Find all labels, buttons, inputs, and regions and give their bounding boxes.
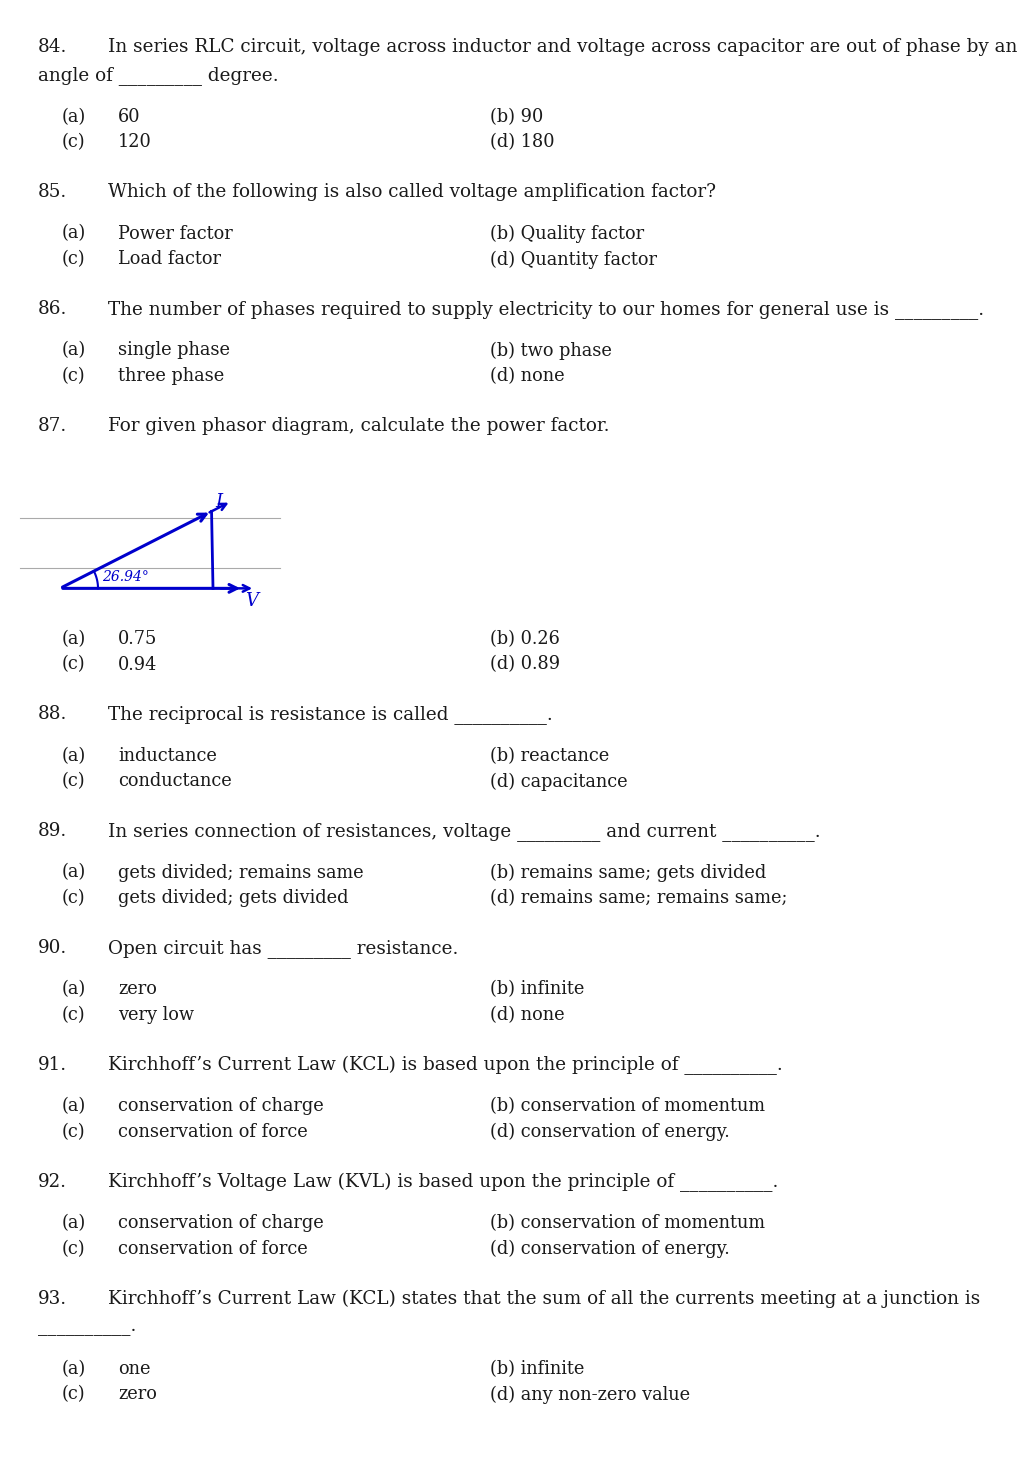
Text: 26.94°: 26.94° <box>102 570 148 585</box>
Text: (c): (c) <box>62 772 86 791</box>
Text: (b) reactance: (b) reactance <box>490 747 609 765</box>
Text: 0.75: 0.75 <box>118 630 158 648</box>
Text: 84.: 84. <box>38 38 68 55</box>
Text: gets divided; gets divided: gets divided; gets divided <box>118 890 348 907</box>
Text: 85.: 85. <box>38 184 68 201</box>
Text: 92.: 92. <box>38 1173 67 1191</box>
Text: (c): (c) <box>62 1240 86 1258</box>
Text: (b) conservation of momentum: (b) conservation of momentum <box>490 1097 765 1115</box>
Text: (c): (c) <box>62 1123 86 1141</box>
Text: conservation of force: conservation of force <box>118 1123 308 1141</box>
Text: 60: 60 <box>118 108 140 125</box>
Text: (a): (a) <box>62 864 86 881</box>
Text: zero: zero <box>118 1386 157 1404</box>
Text: (a): (a) <box>62 108 86 125</box>
Text: 87.: 87. <box>38 417 68 435</box>
Text: 90.: 90. <box>38 940 68 957</box>
Text: (c): (c) <box>62 368 86 385</box>
Text: gets divided; remains same: gets divided; remains same <box>118 864 364 881</box>
Text: (c): (c) <box>62 890 86 907</box>
Text: (b) infinite: (b) infinite <box>490 1360 585 1377</box>
Text: one: one <box>118 1360 151 1377</box>
Text: (c): (c) <box>62 655 86 674</box>
Text: Power factor: Power factor <box>118 225 232 242</box>
Text: angle of _________ degree.: angle of _________ degree. <box>38 67 279 86</box>
Text: single phase: single phase <box>118 341 230 359</box>
Text: (a): (a) <box>62 1214 86 1233</box>
Text: (c): (c) <box>62 1386 86 1404</box>
Text: 86.: 86. <box>38 301 68 318</box>
Text: conservation of charge: conservation of charge <box>118 1214 324 1233</box>
Text: (b) 0.26: (b) 0.26 <box>490 630 560 648</box>
Text: 120: 120 <box>118 133 152 152</box>
Text: (d) conservation of energy.: (d) conservation of energy. <box>490 1123 730 1141</box>
Text: Kirchhoff’s Current Law (KCL) is based upon the principle of __________.: Kirchhoff’s Current Law (KCL) is based u… <box>108 1056 782 1075</box>
Text: (d) none: (d) none <box>490 1007 564 1024</box>
Text: three phase: three phase <box>118 368 224 385</box>
Text: (b) two phase: (b) two phase <box>490 341 612 360</box>
Text: (c): (c) <box>62 1007 86 1024</box>
Text: The reciprocal is resistance is called __________.: The reciprocal is resistance is called _… <box>108 706 553 724</box>
Text: 89.: 89. <box>38 823 68 840</box>
Text: Kirchhoff’s Voltage Law (KVL) is based upon the principle of __________.: Kirchhoff’s Voltage Law (KVL) is based u… <box>108 1173 778 1192</box>
Text: (a): (a) <box>62 1097 86 1115</box>
Text: conductance: conductance <box>118 772 231 791</box>
Text: zero: zero <box>118 980 157 998</box>
Text: I: I <box>215 493 222 511</box>
Text: The number of phases required to supply electricity to our homes for general use: The number of phases required to supply … <box>108 301 984 320</box>
Text: For given phasor diagram, calculate the power factor.: For given phasor diagram, calculate the … <box>108 417 609 435</box>
Text: (d) 0.89: (d) 0.89 <box>490 655 560 674</box>
Text: (a): (a) <box>62 1360 86 1377</box>
Text: (a): (a) <box>62 980 86 998</box>
Text: (b) 90: (b) 90 <box>490 108 544 125</box>
Text: (a): (a) <box>62 630 86 648</box>
Text: (b) infinite: (b) infinite <box>490 980 585 998</box>
Text: Kirchhoff’s Current Law (KCL) states that the sum of all the currents meeting at: Kirchhoff’s Current Law (KCL) states tha… <box>108 1290 980 1309</box>
Text: Which of the following is also called voltage amplification factor?: Which of the following is also called vo… <box>108 184 716 201</box>
Text: In series RLC circuit, voltage across inductor and voltage across capacitor are : In series RLC circuit, voltage across in… <box>108 38 1018 55</box>
Text: V: V <box>245 592 258 610</box>
Text: In series connection of resistances, voltage _________ and current __________.: In series connection of resistances, vol… <box>108 823 820 842</box>
Text: (a): (a) <box>62 225 86 242</box>
Text: (d) any non-zero value: (d) any non-zero value <box>490 1386 690 1404</box>
Text: (d) conservation of energy.: (d) conservation of energy. <box>490 1240 730 1258</box>
Text: 88.: 88. <box>38 706 68 724</box>
Text: 0.94: 0.94 <box>118 655 158 674</box>
Text: (b) conservation of momentum: (b) conservation of momentum <box>490 1214 765 1233</box>
Text: (d) capacitance: (d) capacitance <box>490 772 628 791</box>
Text: (d) none: (d) none <box>490 368 564 385</box>
Text: 91.: 91. <box>38 1056 68 1074</box>
Text: (a): (a) <box>62 341 86 359</box>
Text: (c): (c) <box>62 133 86 152</box>
Text: conservation of charge: conservation of charge <box>118 1097 324 1115</box>
Text: very low: very low <box>118 1007 195 1024</box>
Text: Load factor: Load factor <box>118 251 221 268</box>
Text: conservation of force: conservation of force <box>118 1240 308 1258</box>
Text: inductance: inductance <box>118 747 217 765</box>
Text: (b) Quality factor: (b) Quality factor <box>490 225 644 242</box>
Text: 93.: 93. <box>38 1290 68 1309</box>
Text: (c): (c) <box>62 251 86 268</box>
Text: (b) remains same; gets divided: (b) remains same; gets divided <box>490 864 766 881</box>
Text: Open circuit has _________ resistance.: Open circuit has _________ resistance. <box>108 940 459 959</box>
Text: (d) remains same; remains same;: (d) remains same; remains same; <box>490 890 787 907</box>
Text: __________.: __________. <box>38 1319 136 1336</box>
Text: (a): (a) <box>62 747 86 765</box>
Text: (d) 180: (d) 180 <box>490 133 555 152</box>
Text: (d) Quantity factor: (d) Quantity factor <box>490 251 657 268</box>
